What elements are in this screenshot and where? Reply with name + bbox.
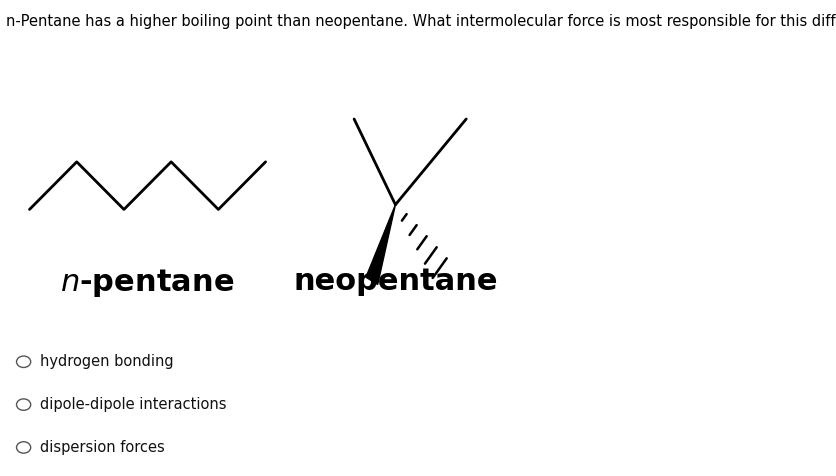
Text: n-Pentane has a higher boiling point than neopentane. What intermolecular force : n-Pentane has a higher boiling point tha… — [6, 14, 836, 30]
Polygon shape — [366, 205, 395, 285]
Text: neopentane: neopentane — [293, 267, 497, 296]
Text: dipole-dipole interactions: dipole-dipole interactions — [39, 397, 226, 412]
Text: $\it{n}$-pentane: $\it{n}$-pentane — [60, 267, 235, 298]
Text: hydrogen bonding: hydrogen bonding — [39, 354, 173, 369]
Text: dispersion forces: dispersion forces — [39, 440, 165, 455]
